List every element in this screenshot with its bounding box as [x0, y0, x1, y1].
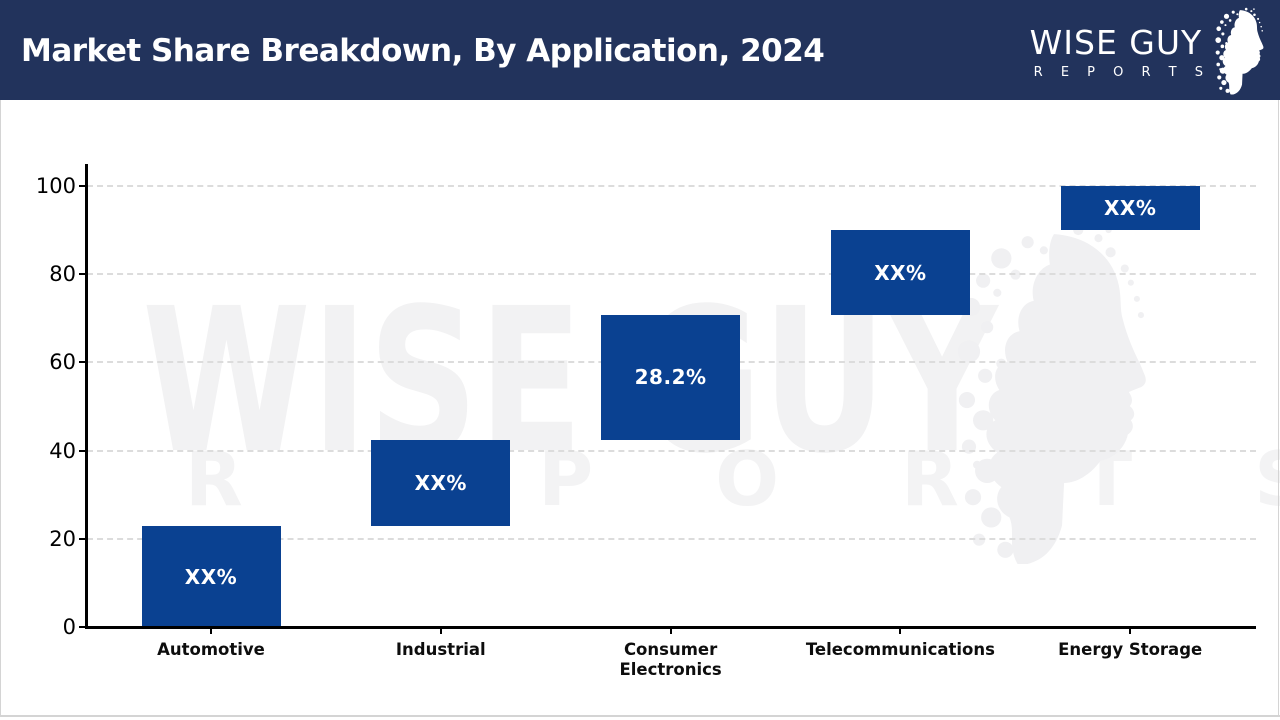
x-tick-mark: [899, 627, 902, 634]
y-tick-mark: [79, 185, 87, 187]
x-tick-label: Industrial: [395, 640, 486, 659]
y-tick-label: 0: [62, 615, 76, 639]
gridline-40: [87, 449, 1256, 452]
x-tick-label: Telecommunications: [805, 640, 995, 659]
wise-guy-logo: WISE GUY R E P O R T S: [1030, 6, 1268, 96]
bar-value-label: XX%: [184, 564, 238, 589]
y-tick-label: 20: [49, 526, 76, 551]
y-tick-label: 80: [49, 262, 76, 287]
x-tick-mark: [210, 627, 212, 634]
bottom-border: [0, 715, 1280, 717]
x-tick-mark: [1129, 627, 1132, 634]
bar-value-label: 28.2%: [634, 365, 707, 390]
y-tick-mark: [79, 361, 87, 364]
x-tick-label: Automotive: [157, 640, 265, 659]
y-tick-label: 100: [35, 174, 76, 198]
logo-reports-text: R E P O R T S: [1033, 64, 1210, 80]
x-tick-mark: [439, 627, 442, 634]
header-bar: Market Share Breakdown, By Application, …: [0, 0, 1280, 100]
y-tick-label: 60: [49, 350, 76, 375]
bar-telecommunications: XX%: [830, 230, 970, 316]
bar-energy-storage: XX%: [1060, 186, 1200, 231]
x-axis-line: [85, 626, 1256, 629]
y-axis-line: [85, 164, 88, 629]
x-tick-label: Consumer Electronics: [619, 640, 722, 679]
bar-consumer-electronics: 28.2%: [601, 315, 741, 440]
left-border: [0, 100, 1, 716]
bar-value-label: XX%: [414, 471, 467, 495]
bar-industrial: XX%: [371, 439, 511, 527]
y-tick-mark: [79, 449, 87, 452]
y-tick-label: 40: [49, 438, 76, 463]
gridline-100: [87, 185, 1256, 187]
logo-head-icon: [1214, 7, 1268, 95]
gridline-80: [87, 273, 1256, 276]
y-tick-mark: [79, 273, 87, 276]
bar-value-label: XX%: [1103, 196, 1157, 221]
bar-value-label: XX%: [874, 260, 927, 285]
page-title: Market Share Breakdown, By Application, …: [21, 33, 825, 69]
logo-wiseguy-text: WISE GUY: [1029, 22, 1203, 62]
right-border: [1278, 100, 1279, 716]
x-tick-label: Energy Storage: [1058, 640, 1203, 659]
x-tick-mark: [669, 627, 672, 634]
waterfall-chart: 0 20 40 60 80 100 XX% Automotive XX% Industrial 28…: [0, 100, 1280, 720]
y-tick-mark: [79, 626, 87, 628]
y-tick-mark: [79, 537, 87, 540]
gridline-20: [87, 537, 1256, 540]
bar-automotive: XX%: [141, 526, 281, 627]
